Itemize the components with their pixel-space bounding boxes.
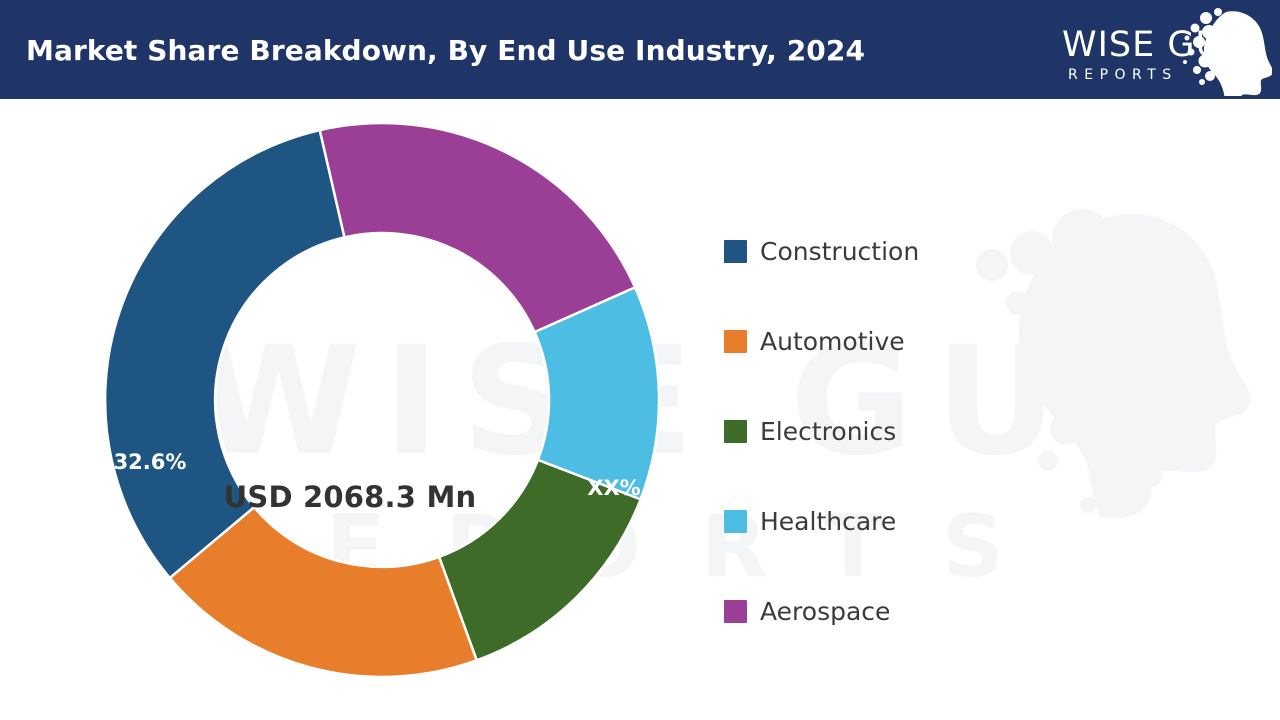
header-bar: Market Share Breakdown, By End Use Indus… [0,0,1280,104]
legend-item-construction[interactable]: Construction [724,236,1144,266]
legend-label: Healthcare [760,506,897,536]
logo-head-icon [1183,8,1273,104]
slice-label-aerospace: XX% [442,279,496,303]
slice-label-healthcare: XX% [587,476,641,500]
page-title: Market Share Breakdown, By End Use Indus… [26,34,866,67]
legend-label: Electronics [760,416,897,446]
legend-swatch-icon [724,329,747,353]
slice-automotive[interactable] [168,505,479,679]
chart-legend: Construction Automotive Electronics Heal… [724,236,1144,626]
donut-chart-svg [103,121,661,679]
legend-label: Automotive [760,326,905,356]
legend-swatch-icon [724,509,747,533]
logo-wordmark-secondary: REPORTS [1068,67,1178,83]
legend-item-automotive[interactable]: Automotive [724,326,1144,356]
legend-swatch-icon [724,599,747,623]
legend-item-healthcare[interactable]: Healthcare [724,506,1144,536]
donut-center-value: USD 2068.3 Mn [223,480,477,514]
legend-swatch-icon [724,419,747,443]
legend-label: Construction [760,236,920,266]
legend-item-electronics[interactable]: Electronics [724,416,1144,446]
slice-label-electronics: XX% [532,651,586,675]
donut-slices [103,121,661,679]
donut-chart: USD 2068.3 Mn XX% XX% XX% XX% 32.6% [0,99,700,720]
slice-construction[interactable] [103,128,346,580]
legend-swatch-icon [724,239,747,263]
slice-label-construction: 32.6% [113,450,187,474]
logo-svg: WISE GUY REPORTS [1062,8,1273,104]
wise-guy-reports-logo: WISE GUY REPORTS [1058,4,1273,104]
legend-label: Aerospace [760,596,891,626]
slice-aerospace[interactable] [318,121,637,334]
legend-item-aerospace[interactable]: Aerospace [724,596,1144,626]
